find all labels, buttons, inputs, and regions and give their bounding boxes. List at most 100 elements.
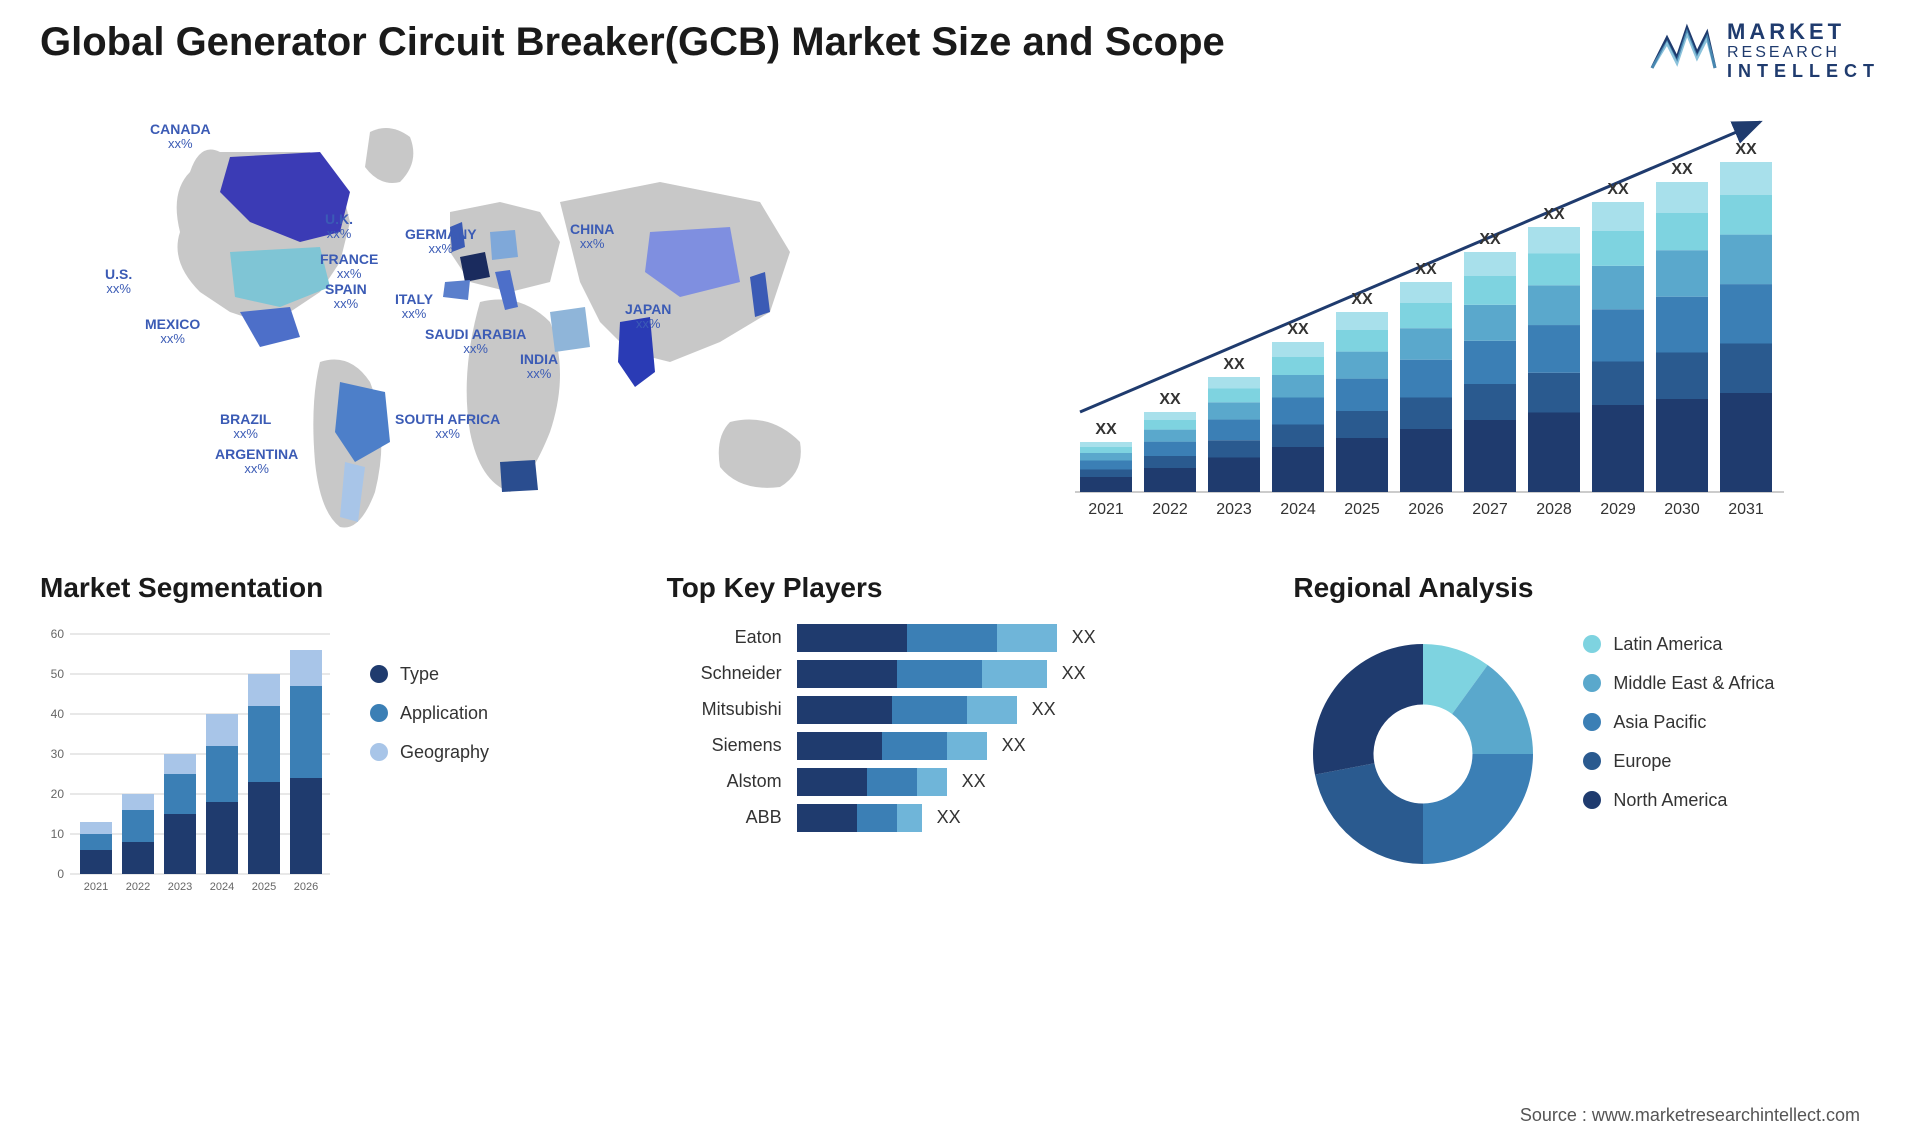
player-name: ABB <box>667 807 797 828</box>
svg-text:2022: 2022 <box>126 881 150 893</box>
svg-text:60: 60 <box>51 627 65 641</box>
segmentation-svg: 0102030405060202120222023202420252026 <box>40 624 340 904</box>
logo-line2: RESEARCH <box>1727 44 1880 62</box>
map-label: CHINAxx% <box>570 222 614 252</box>
player-name: Schneider <box>667 663 797 684</box>
svg-text:XX: XX <box>1287 321 1309 338</box>
legend-item: Latin America <box>1583 634 1774 655</box>
source-text: Source : www.marketresearchintellect.com <box>1520 1105 1860 1126</box>
legend-item: Europe <box>1583 751 1774 772</box>
player-value: XX <box>937 807 961 828</box>
player-row: Mitsubishi XX <box>667 696 1254 724</box>
svg-text:30: 30 <box>51 747 65 761</box>
map-label: SOUTH AFRICAxx% <box>395 412 500 442</box>
svg-text:2024: 2024 <box>210 881 234 893</box>
donut-svg <box>1293 624 1553 884</box>
svg-text:XX: XX <box>1223 356 1245 373</box>
segmentation-legend: Type Application Geography <box>370 624 489 904</box>
svg-text:0: 0 <box>57 867 64 881</box>
svg-text:10: 10 <box>51 827 65 841</box>
svg-text:XX: XX <box>1415 261 1437 278</box>
player-bar <box>797 624 1057 652</box>
svg-text:40: 40 <box>51 707 65 721</box>
svg-text:2028: 2028 <box>1536 501 1572 518</box>
logo-line1: MARKET <box>1727 20 1880 44</box>
player-bar <box>797 660 1047 688</box>
svg-text:2023: 2023 <box>1216 501 1252 518</box>
player-value: XX <box>1032 699 1056 720</box>
player-name: Eaton <box>667 627 797 648</box>
svg-text:2024: 2024 <box>1280 501 1316 518</box>
player-value: XX <box>1072 627 1096 648</box>
growth-chart-svg: XX 2021 XX 2022 XX 2023 XX 2024 XX 2025 XX 2026 XX 20… <box>980 112 1880 532</box>
players-section: Top Key Players EatonXXSchneiderXXMitsub… <box>667 572 1254 932</box>
page-title: Global Generator Circuit Breaker(GCB) Ma… <box>40 20 1225 65</box>
region-legend: Latin America Middle East & Africa Asia Pa… <box>1583 624 1774 811</box>
svg-text:2031: 2031 <box>1728 501 1764 518</box>
world-map: CANADAxx% U.S.xx% MEXICOxx% BRAZILxx% ARGENT… <box>40 112 940 532</box>
svg-text:2021: 2021 <box>1088 501 1124 518</box>
svg-text:XX: XX <box>1095 421 1117 438</box>
player-bar <box>797 732 987 760</box>
svg-text:XX: XX <box>1479 231 1501 248</box>
svg-text:50: 50 <box>51 667 65 681</box>
svg-text:XX: XX <box>1671 161 1693 178</box>
player-name: Siemens <box>667 735 797 756</box>
regional-chart: Latin America Middle East & Africa Asia Pa… <box>1293 624 1880 884</box>
map-label: ITALYxx% <box>395 292 433 322</box>
player-value: XX <box>1002 735 1026 756</box>
logo-line3: INTELLECT <box>1727 62 1880 82</box>
player-bar <box>797 768 947 796</box>
player-bar <box>797 804 922 832</box>
svg-text:2023: 2023 <box>168 881 192 893</box>
legend-item: Asia Pacific <box>1583 712 1774 733</box>
segmentation-title: Market Segmentation <box>40 572 627 604</box>
map-label: MEXICOxx% <box>145 317 200 347</box>
svg-text:2029: 2029 <box>1600 501 1636 518</box>
map-label: ARGENTINAxx% <box>215 447 298 477</box>
svg-text:2030: 2030 <box>1664 501 1700 518</box>
player-row: AlstomXX <box>667 768 1254 796</box>
svg-text:2025: 2025 <box>1344 501 1380 518</box>
player-name: Mitsubishi <box>667 699 797 720</box>
segmentation-section: Market Segmentation 01020304050602021202… <box>40 572 627 932</box>
svg-text:XX: XX <box>1543 206 1565 223</box>
player-bar <box>797 696 1017 724</box>
header: Global Generator Circuit Breaker(GCB) Ma… <box>40 20 1880 82</box>
svg-text:XX: XX <box>1159 391 1181 408</box>
player-value: XX <box>962 771 986 792</box>
legend-item: Type <box>370 664 489 685</box>
legend-item: Geography <box>370 742 489 763</box>
logo-text: MARKET RESEARCH INTELLECT <box>1727 20 1880 82</box>
map-label: SAUDI ARABIAxx% <box>425 327 526 357</box>
player-value: XX <box>1062 663 1086 684</box>
map-label: BRAZILxx% <box>220 412 271 442</box>
player-row: Schneider XX <box>667 660 1254 688</box>
regional-section: Regional Analysis Latin America Middle Ea… <box>1293 572 1880 932</box>
legend-item: Middle East & Africa <box>1583 673 1774 694</box>
map-label: JAPANxx% <box>625 302 671 332</box>
bottom-row: Market Segmentation 01020304050602021202… <box>40 572 1880 932</box>
map-label: GERMANYxx% <box>405 227 477 257</box>
logo-icon <box>1647 23 1717 78</box>
growth-chart: XX 2021 XX 2022 XX 2023 XX 2024 XX 2025 XX 2026 XX 20… <box>980 112 1880 532</box>
player-row: Siemens XX <box>667 732 1254 760</box>
svg-text:2022: 2022 <box>1152 501 1188 518</box>
map-label: SPAINxx% <box>325 282 367 312</box>
svg-text:XX: XX <box>1351 291 1373 308</box>
regional-title: Regional Analysis <box>1293 572 1880 604</box>
map-label: FRANCExx% <box>320 252 378 282</box>
map-label: CANADAxx% <box>150 122 211 152</box>
svg-text:2025: 2025 <box>252 881 276 893</box>
player-row: ABB XX <box>667 804 1254 832</box>
players-title: Top Key Players <box>667 572 1254 604</box>
svg-text:2026: 2026 <box>1408 501 1444 518</box>
players-list: EatonXXSchneiderXXMitsubishiXXSiemensXXA… <box>667 624 1254 832</box>
legend-item: North America <box>1583 790 1774 811</box>
legend-item: Application <box>370 703 489 724</box>
svg-text:XX: XX <box>1735 141 1757 158</box>
top-row: CANADAxx% U.S.xx% MEXICOxx% BRAZILxx% ARGENT… <box>40 112 1880 532</box>
segmentation-chart: 0102030405060202120222023202420252026 Ty… <box>40 624 627 904</box>
map-label: U.S.xx% <box>105 267 132 297</box>
svg-text:XX: XX <box>1607 181 1629 198</box>
